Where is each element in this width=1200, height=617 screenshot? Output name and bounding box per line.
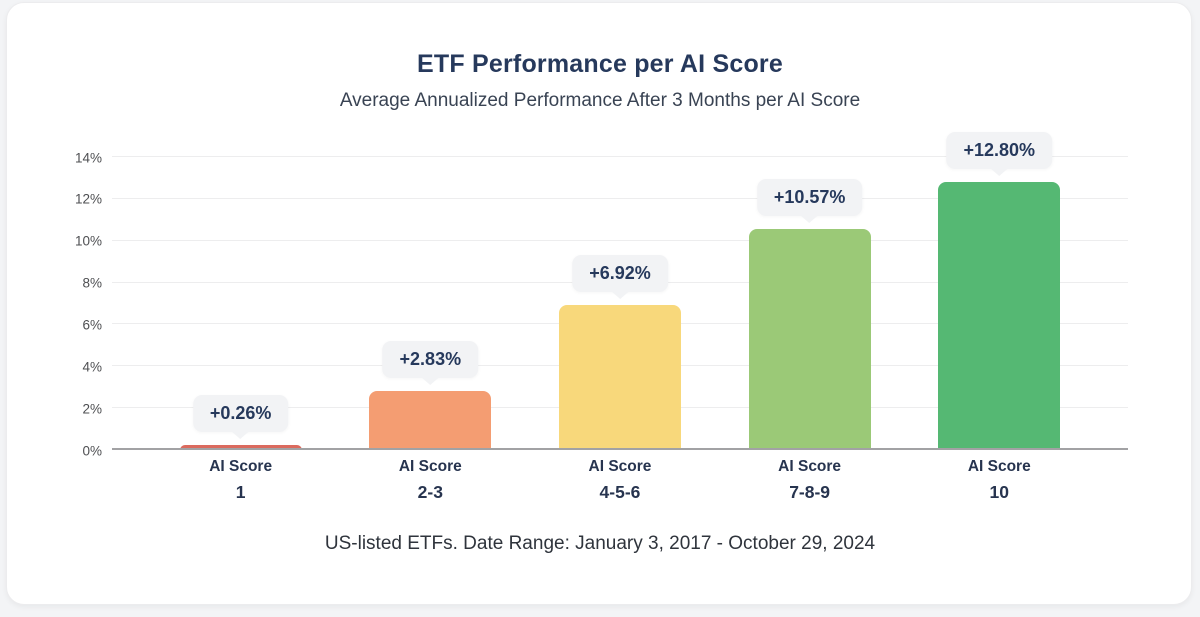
x-axis-label-line2: 10 <box>989 481 1010 502</box>
y-tick-label-4%: 4% <box>82 359 102 375</box>
bar-slot-4-5-6: +6.92% AI Score 4-5-6 <box>558 157 681 500</box>
x-axis-label-line1: AI Score <box>398 458 462 475</box>
x-axis-label-line1: AI Score <box>967 458 1031 475</box>
value-badge-4-5-6: +6.92% <box>572 255 668 293</box>
bar-1 <box>179 444 302 450</box>
x-axis-label-7-8-9: AI Score 7-8-9 <box>725 459 895 501</box>
bar-10 <box>938 182 1061 450</box>
x-axis-line <box>112 448 1128 450</box>
gridline-12% <box>112 197 1128 199</box>
y-tick-label-8%: 8% <box>82 275 102 291</box>
bar-2-3 <box>369 390 492 450</box>
y-tick-label-10%: 10% <box>74 233 102 249</box>
y-tick-label-2%: 2% <box>82 401 102 417</box>
bar-slot-2-3: +2.83% AI Score 2-3 <box>369 157 492 500</box>
y-tick-label-6%: 6% <box>82 317 102 333</box>
x-axis-label-line2: 2-3 <box>417 481 443 502</box>
x-axis-label-line1: AI Score <box>778 458 842 475</box>
bars-container: +0.26% AI Score 1 +2.83% AI Score 2-3 +6.92% AI… <box>112 132 1128 500</box>
chart-title: ETF Performance per AI Score <box>417 50 783 78</box>
x-axis-label-4-5-6: AI Score 4-5-6 <box>535 459 705 501</box>
x-axis-label-line2: 4-5-6 <box>599 481 641 502</box>
gridline-10% <box>112 239 1128 241</box>
gridline-14% <box>112 156 1128 157</box>
x-axis-label-1: AI Score 1 <box>156 459 326 501</box>
footnote: US-listed ETFs. Date Range: January 3, 2… <box>324 533 876 554</box>
y-tick-label-12%: 12% <box>74 191 102 207</box>
value-badge-10: +12.80% <box>946 132 1053 170</box>
x-axis-label-line2: 7-8-9 <box>789 481 831 502</box>
x-axis-label-line2: 1 <box>235 481 246 502</box>
value-badge-1: +0.26% <box>192 394 289 432</box>
x-axis-label-2-3: AI Score 2-3 <box>345 459 515 501</box>
bar-7-8-9 <box>748 228 871 450</box>
y-tick-label-0%: 0% <box>82 443 102 458</box>
x-axis-label-line1: AI Score <box>588 458 652 475</box>
chart-subtitle: Average Annualized Performance After 3 M… <box>339 90 861 111</box>
y-tick-label-14%: 14% <box>74 150 102 165</box>
bar-slot-7-8-9: +10.57% AI Score 7-8-9 <box>748 157 871 500</box>
bar-4-5-6 <box>558 305 681 450</box>
bar-slot-1: +0.26% AI Score 1 <box>179 157 302 500</box>
value-badge-7-8-9: +10.57% <box>756 178 863 216</box>
plot-area: 0% 2% 4% 6% 8% 10% 12% 14% +0.26% AI Score 1 +2.83… <box>75 132 1128 500</box>
value-badge-2-3: +2.83% <box>382 340 479 378</box>
x-axis-label-10: AI Score 10 <box>914 459 1084 501</box>
bar-slot-10: +12.80% AI Score 10 <box>938 132 1061 500</box>
x-axis-label-line1: AI Score <box>209 458 273 475</box>
